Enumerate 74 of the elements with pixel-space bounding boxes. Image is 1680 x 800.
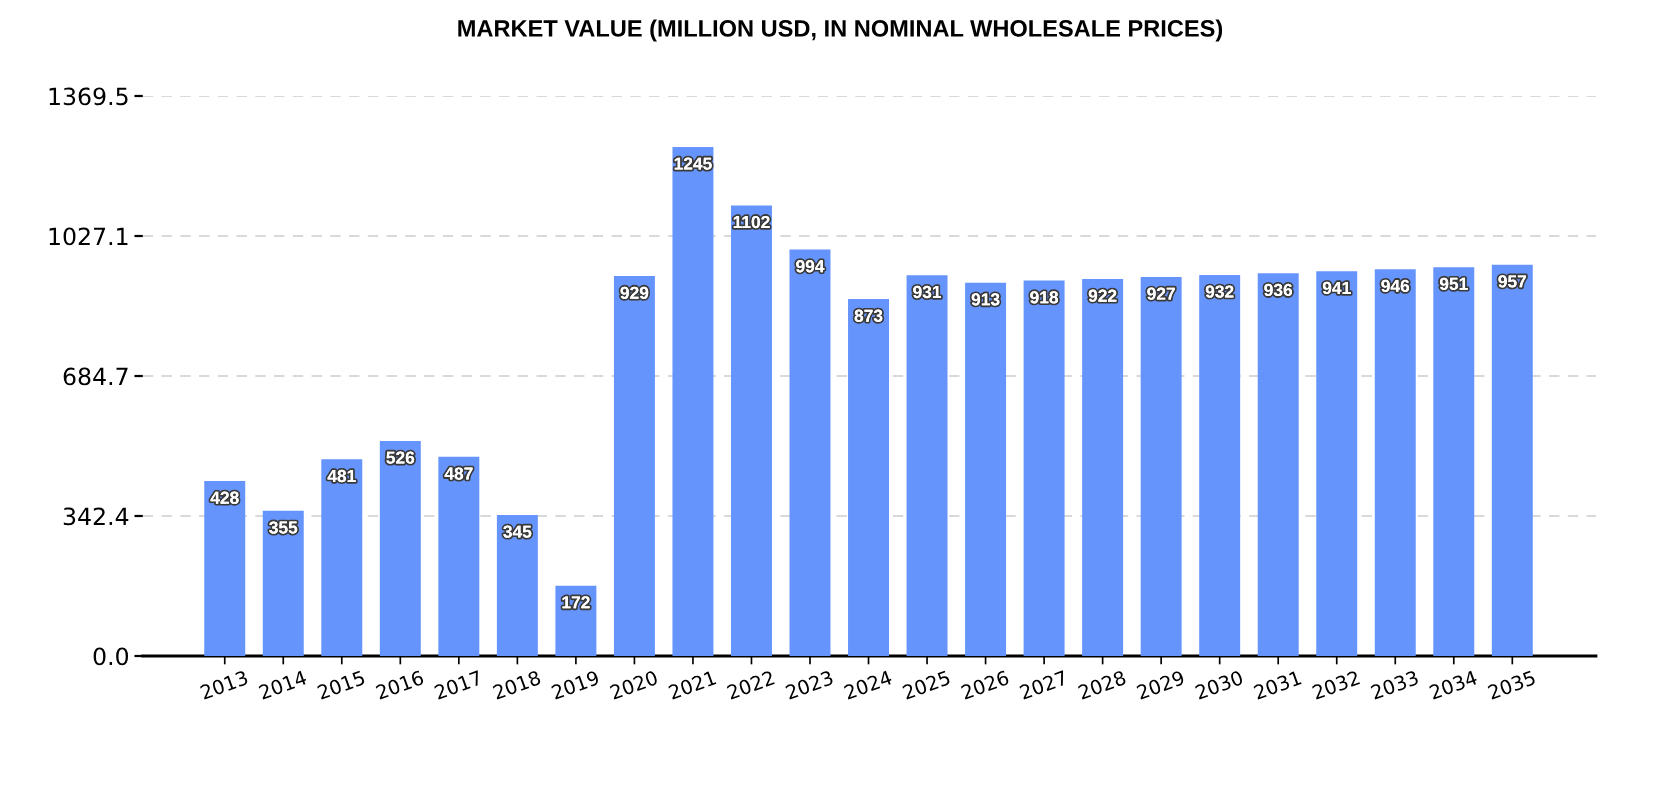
- data-label: 172: [562, 596, 590, 609]
- data-label: 1245: [674, 157, 712, 170]
- bar: [321, 459, 363, 656]
- x-tick-label: 2026: [960, 669, 1010, 700]
- data-label: 922: [1088, 289, 1117, 302]
- x-tick-label: 2018: [492, 669, 542, 700]
- y-tick-label: 0.0: [93, 647, 129, 666]
- data-label: 932: [1205, 285, 1234, 298]
- bar: [1316, 271, 1358, 656]
- bar: [1433, 267, 1475, 656]
- y-tick-label: 684.7: [63, 367, 128, 386]
- x-tick-label: 2022: [726, 670, 775, 700]
- data-label: 355: [269, 521, 298, 534]
- bar: [730, 205, 772, 656]
- x-tick-label: 2027: [1019, 670, 1068, 700]
- data-label: 927: [1147, 287, 1175, 300]
- x-tick-label: 2013: [199, 670, 249, 700]
- y-tick-label: 1027.1: [49, 227, 128, 246]
- bar: [379, 440, 421, 656]
- x-tick-label: 2034: [1428, 669, 1478, 700]
- data-label: 345: [503, 525, 532, 538]
- data-label: 951: [1439, 277, 1468, 290]
- y-tick-label: 1369.5: [49, 87, 128, 106]
- data-label: 487: [444, 467, 473, 480]
- bar: [438, 456, 480, 656]
- data-label: 481: [327, 469, 356, 483]
- bar: [848, 299, 890, 656]
- data-label: 936: [1264, 283, 1293, 297]
- data-label: 946: [1381, 279, 1410, 292]
- data-label: 918: [1030, 291, 1059, 304]
- bar: [906, 275, 948, 656]
- x-tick-label: 2028: [1077, 669, 1127, 700]
- bar: [613, 276, 655, 656]
- bar: [1140, 276, 1182, 656]
- bar: [965, 282, 1007, 656]
- data-label: 994: [796, 260, 825, 273]
- bar: [1491, 264, 1533, 656]
- y-tick-label: 342.4: [63, 507, 129, 526]
- x-tick-label: 2023: [784, 670, 834, 700]
- bar: [496, 514, 538, 656]
- bar: [672, 146, 714, 656]
- data-label: 1102: [733, 215, 770, 229]
- x-tick-label: 2016: [375, 669, 425, 700]
- data-label: 929: [620, 286, 649, 299]
- bar: [1374, 269, 1416, 656]
- bar: [1023, 280, 1065, 656]
- bar: [789, 249, 831, 656]
- data-label: 957: [1498, 275, 1527, 288]
- data-label: 873: [854, 309, 883, 322]
- x-tick-label: 2025: [902, 670, 951, 700]
- x-tick-label: 2020: [609, 669, 659, 700]
- x-tick-label: 2021: [667, 670, 717, 700]
- data-label: 941: [1322, 281, 1351, 295]
- data-label: 913: [971, 293, 1000, 306]
- x-tick-label: 2024: [843, 669, 893, 700]
- x-tick-label: 2019: [550, 669, 600, 700]
- bar: [1082, 278, 1124, 656]
- x-tick-label: 2014: [258, 669, 308, 700]
- data-label: 526: [386, 451, 415, 464]
- data-label: 428: [210, 491, 239, 504]
- bar: [204, 480, 246, 656]
- x-tick-label: 2032: [1311, 670, 1361, 700]
- x-tick-label: 2033: [1370, 670, 1419, 700]
- bar: [262, 510, 304, 656]
- x-tick-label: 2031: [1253, 670, 1302, 700]
- chart-title: MARKET VALUE (MILLION USD, IN NOMINAL WHOLESALE PRICES): [458, 19, 1223, 42]
- x-tick-label: 2030: [1194, 669, 1244, 700]
- bar: [1257, 273, 1299, 656]
- bar: [1199, 274, 1241, 656]
- data-label: 931: [913, 285, 942, 299]
- x-tick-label: 2035: [1487, 670, 1536, 700]
- x-tick-label: 2029: [1136, 669, 1186, 700]
- x-tick-label: 2017: [433, 670, 483, 700]
- x-tick-label: 2015: [316, 670, 366, 700]
